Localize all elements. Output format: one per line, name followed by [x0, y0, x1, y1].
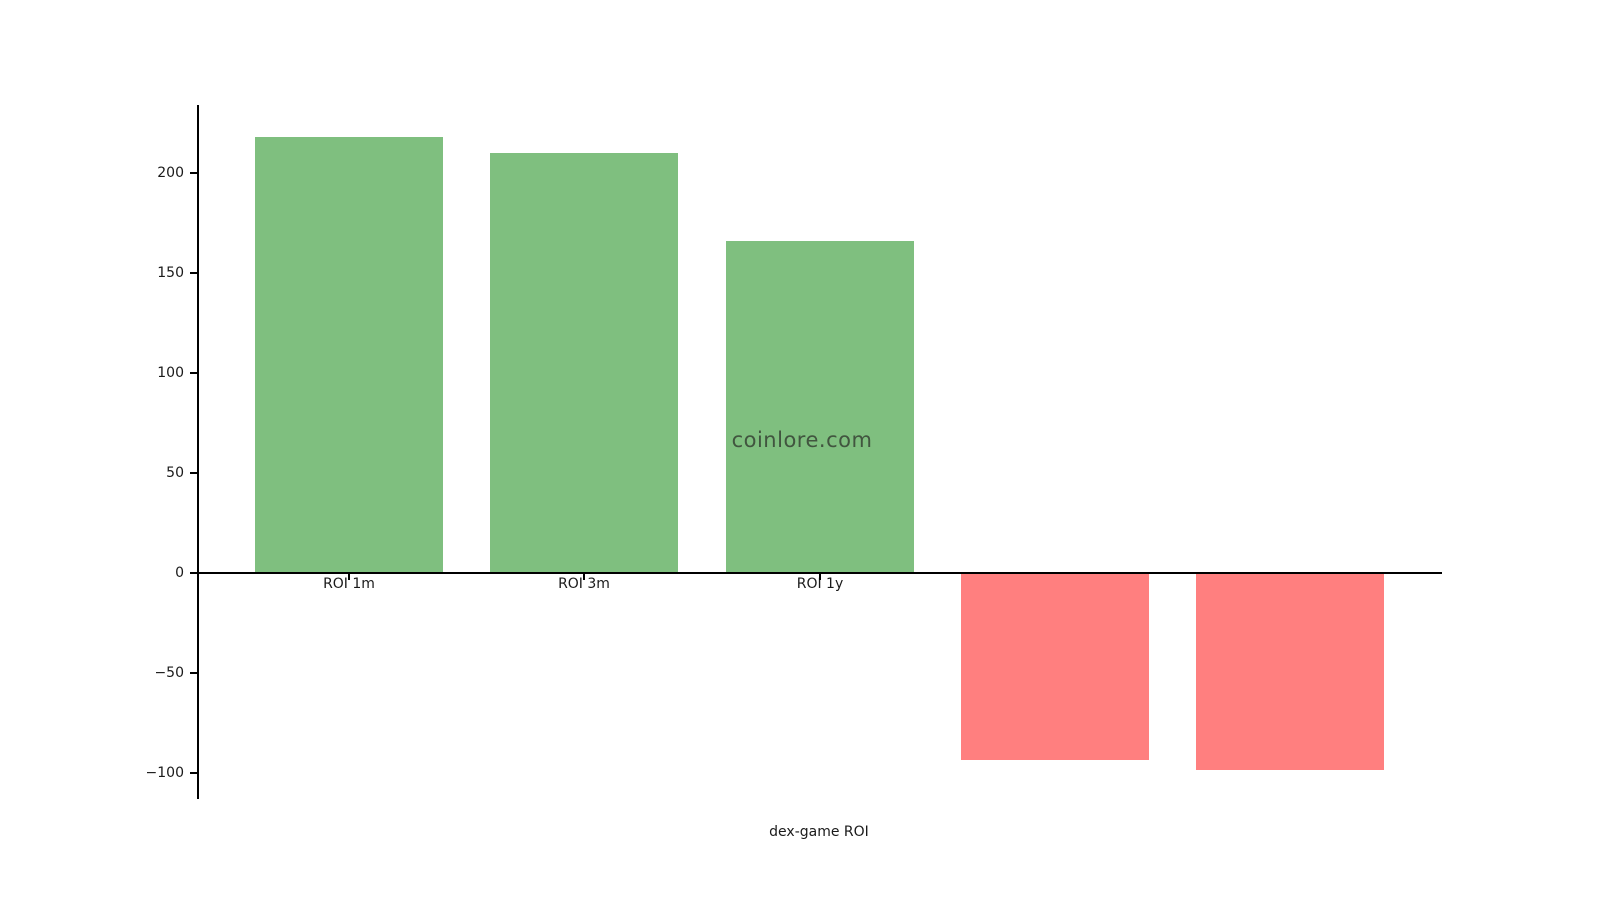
y-tick-label: 50	[166, 465, 184, 481]
y-tick-mark	[190, 272, 197, 274]
x-tick-label: ROI 3m	[558, 576, 610, 592]
bar-roi-1y	[726, 241, 914, 573]
y-tick-mark	[190, 572, 197, 574]
x-tick-mark	[348, 573, 350, 580]
y-tick-mark	[190, 372, 197, 374]
y-tick-label: 100	[157, 365, 184, 381]
y-tick-label: 150	[157, 265, 184, 281]
x-tick-mark	[819, 573, 821, 580]
bar-roi-3m	[490, 153, 678, 573]
x-tick-label: ROI 1m	[323, 576, 375, 592]
y-tick-label: −50	[154, 665, 184, 681]
x-tick-label: ROI 1y	[796, 576, 844, 592]
bar-unlabeled-3	[961, 574, 1149, 760]
y-tick-mark	[190, 172, 197, 174]
bar-unlabeled-4	[1196, 574, 1384, 770]
y-tick-mark	[190, 772, 197, 774]
y-axis-spine	[197, 105, 199, 799]
y-tick-mark	[190, 472, 197, 474]
x-tick-mark	[583, 573, 585, 580]
y-tick-label: 200	[157, 165, 184, 181]
x-axis-title: dex-game ROI	[769, 824, 869, 840]
y-tick-label: 0	[175, 565, 184, 581]
watermark: coinlore.com	[731, 428, 873, 452]
bar-roi-1m	[255, 137, 443, 573]
y-tick-label: −100	[145, 765, 184, 781]
y-tick-mark	[190, 672, 197, 674]
